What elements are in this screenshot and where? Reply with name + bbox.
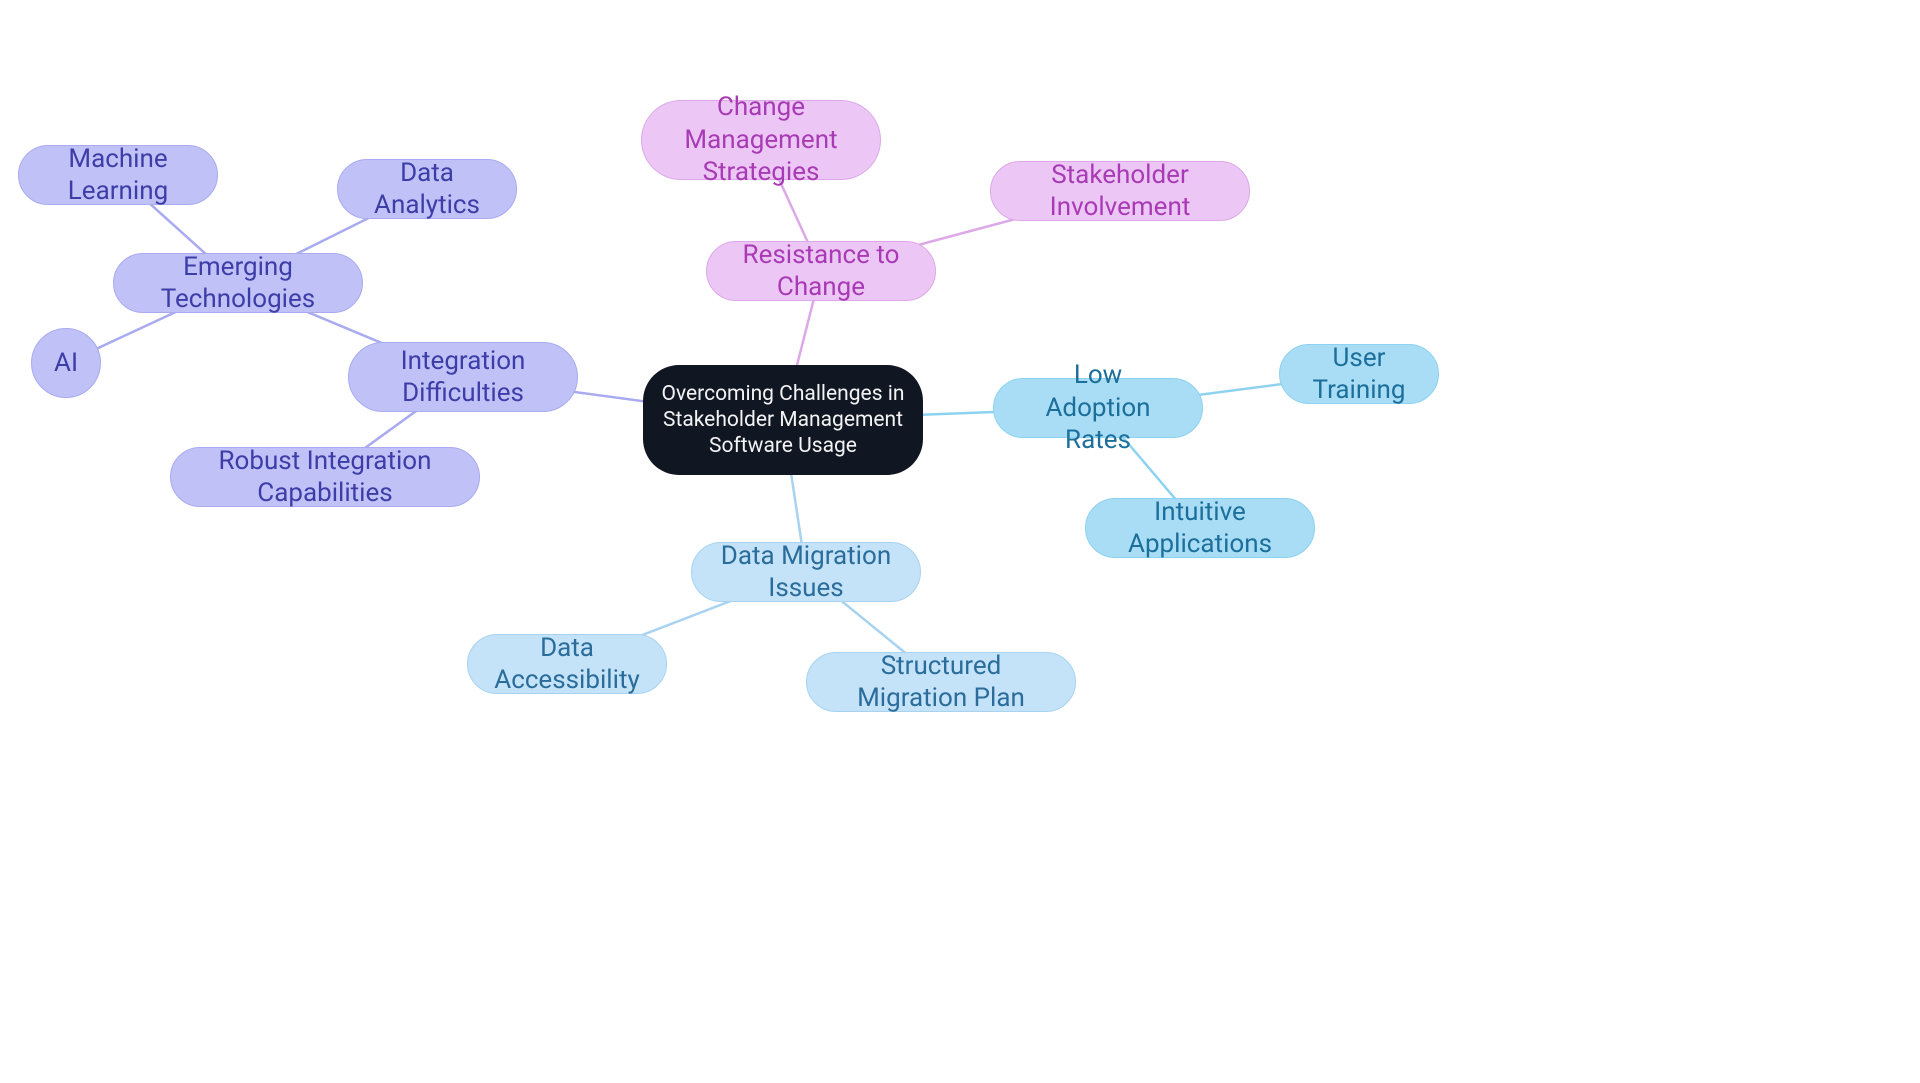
node-robust-integration: Robust Integration Capabilities	[170, 447, 480, 507]
node-user-training: User Training	[1279, 344, 1439, 404]
node-resistance: Resistance to Change	[706, 241, 936, 301]
node-ai: AI	[31, 328, 101, 398]
node-adoption: Low Adoption Rates	[993, 378, 1203, 438]
node-migration-plan: Structured Migration Plan	[806, 652, 1076, 712]
node-data-access: Data Accessibility	[467, 634, 667, 694]
node-emerging-tech: Emerging Technologies	[113, 253, 363, 313]
node-change-mgmt: Change Management Strategies	[641, 100, 881, 180]
node-data-analytics: Data Analytics	[337, 159, 517, 219]
edge-layer	[0, 0, 1920, 1083]
node-machine-learning: Machine Learning	[18, 145, 218, 205]
node-intuitive-apps: Intuitive Applications	[1085, 498, 1315, 558]
node-stakeholder-involve: Stakeholder Involvement	[990, 161, 1250, 221]
node-migration: Data Migration Issues	[691, 542, 921, 602]
center-node: Overcoming Challenges in Stakeholder Man…	[643, 365, 923, 475]
node-integration: Integration Difficulties	[348, 342, 578, 412]
